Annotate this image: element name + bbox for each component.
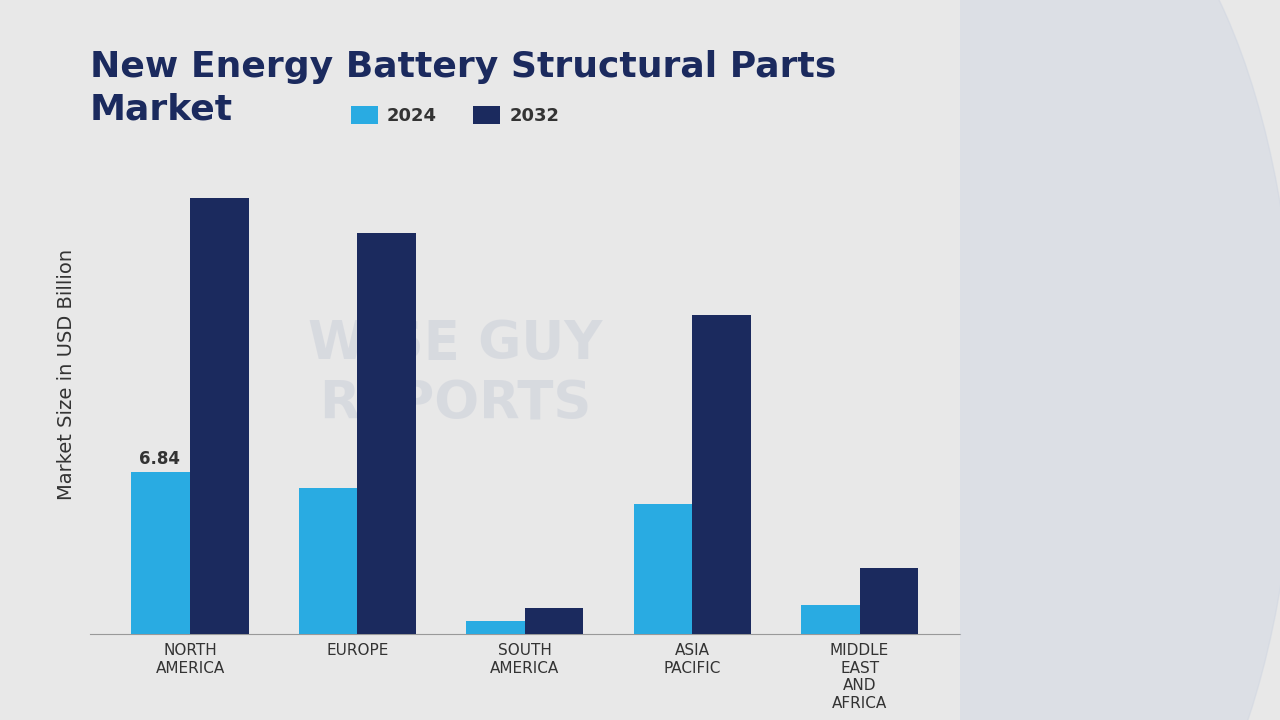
Circle shape [817,0,1280,720]
Bar [132,472,189,634]
Text: New Energy Battery Structural Parts
Market: New Energy Battery Structural Parts Mark… [90,50,836,127]
Text: 6.84: 6.84 [138,450,179,468]
Legend: 2024, 2032: 2024, 2032 [344,99,567,132]
Text: WISE GUY
REPORTS: WISE GUY REPORTS [308,318,603,431]
Bar [801,606,860,634]
Bar [298,487,357,634]
Bar [634,504,692,634]
Bar [466,621,525,634]
Bar [357,233,416,634]
Y-axis label: Market Size in USD Billion: Market Size in USD Billion [56,249,76,500]
Bar [525,608,584,634]
Bar [860,567,918,634]
Bar [692,315,751,634]
Bar [189,198,248,634]
